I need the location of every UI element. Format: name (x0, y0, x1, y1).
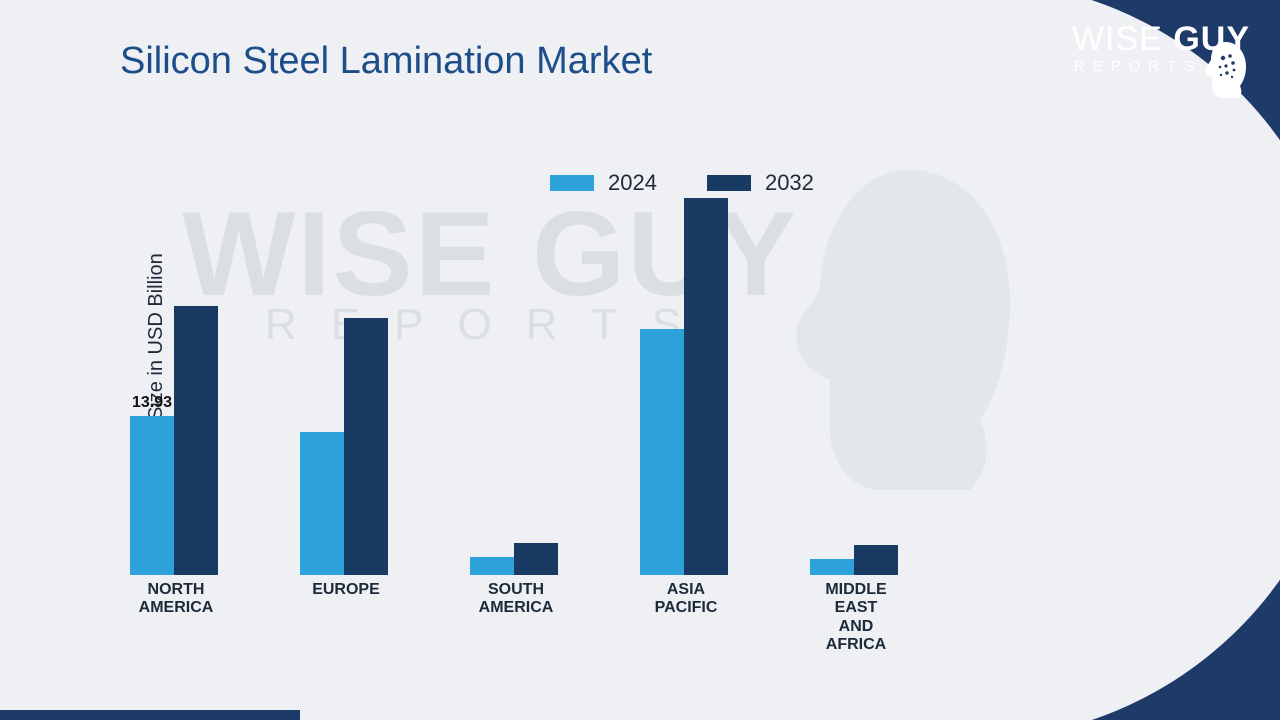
bar-value-label: 13.93 (132, 394, 172, 412)
stage: WISE GUY REPORTS Silicon Steel Laminatio… (0, 0, 1280, 720)
bar-2024 (300, 432, 344, 575)
plot-area: 13.93NORTHAMERICAEUROPESOUTHAMERICAASIAP… (120, 175, 955, 575)
bar-2024 (470, 557, 514, 575)
bar-2032 (684, 198, 728, 575)
bar-2032 (514, 543, 558, 575)
brand-logo-sub: REPORTS (1072, 58, 1202, 75)
brand-word-wise: WISE (1072, 20, 1163, 58)
category-label: NORTHAMERICA (106, 581, 246, 618)
brand-head-icon (1200, 40, 1248, 100)
bottom-accent-bar (0, 710, 300, 720)
chart-title: Silicon Steel Lamination Market (120, 40, 652, 83)
category-label: MIDDLEEASTANDAFRICA (786, 581, 926, 655)
bar-2032 (854, 545, 898, 575)
bar-2032 (174, 306, 218, 575)
bar-2024: 13.93 (130, 416, 174, 575)
bar-2024 (810, 559, 854, 575)
brand-logo: WISE GUY REPORTS (1072, 22, 1250, 75)
category-label: SOUTHAMERICA (446, 581, 586, 618)
category-label: ASIAPACIFIC (616, 581, 756, 618)
bar-2032 (344, 318, 388, 575)
bar-2024 (640, 329, 684, 575)
category-label: EUROPE (276, 581, 416, 599)
